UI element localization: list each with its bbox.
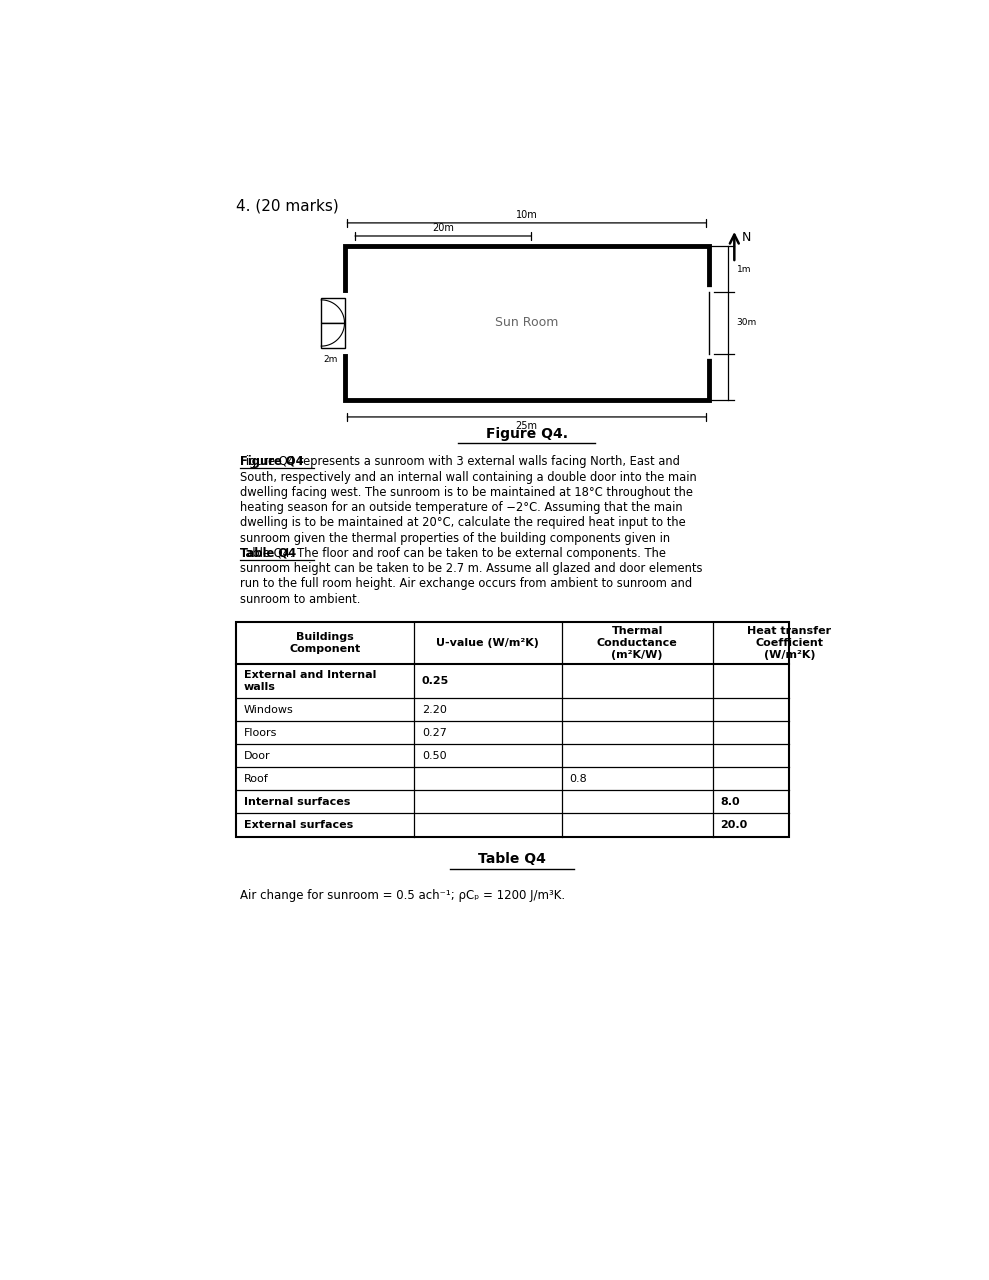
Text: Roof: Roof: [243, 774, 268, 783]
Text: N: N: [742, 230, 751, 243]
Text: 25m: 25m: [515, 421, 538, 431]
Text: Door: Door: [243, 751, 270, 760]
Text: 2m: 2m: [323, 356, 337, 365]
Text: 1m: 1m: [737, 265, 752, 274]
Text: 20.0: 20.0: [720, 820, 748, 829]
Text: South, respectively and an internal wall containing a double door into the main: South, respectively and an internal wall…: [240, 471, 696, 484]
Text: Air change for sunroom = 0.5 ach⁻¹; ρCₚ = 1200 J/m³K.: Air change for sunroom = 0.5 ach⁻¹; ρCₚ …: [240, 888, 565, 902]
Bar: [236, 622, 788, 837]
Text: sunroom to ambient.: sunroom to ambient.: [240, 593, 360, 605]
Text: Buildings
Component: Buildings Component: [290, 632, 361, 654]
Text: Table Q4. The floor and roof can be taken to be external components. The: Table Q4. The floor and roof can be take…: [240, 547, 666, 559]
Bar: [321, 323, 344, 348]
Text: 8.0: 8.0: [720, 797, 740, 806]
Text: U-value (W/m²K): U-value (W/m²K): [436, 637, 539, 648]
Text: External surfaces: External surfaces: [243, 820, 353, 829]
Text: Figure Q4.: Figure Q4.: [486, 428, 568, 440]
Text: Table Q4: Table Q4: [479, 852, 546, 867]
Text: dwelling is to be maintained at 20°C, calculate the required heat input to the: dwelling is to be maintained at 20°C, ca…: [240, 516, 685, 530]
Text: 0.8: 0.8: [570, 774, 587, 783]
Text: Heat transfer
Coefficient
(W/m²K): Heat transfer Coefficient (W/m²K): [748, 626, 832, 660]
Text: Figure Q4 represents a sunroom with 3 external walls facing North, East and: Figure Q4 represents a sunroom with 3 ex…: [240, 456, 679, 468]
Text: 20m: 20m: [432, 223, 454, 233]
Text: Figure Q4: Figure Q4: [240, 456, 304, 468]
Text: Thermal
Conductance
(m²K/W): Thermal Conductance (m²K/W): [596, 626, 677, 660]
Text: 10m: 10m: [515, 210, 537, 220]
Text: Sun Room: Sun Room: [494, 316, 559, 329]
Bar: [344, 246, 709, 399]
Text: Internal surfaces: Internal surfaces: [243, 797, 350, 806]
Text: 30m: 30m: [737, 319, 757, 328]
Bar: [321, 297, 344, 323]
Text: 0.25: 0.25: [422, 676, 449, 686]
Text: run to the full room height. Air exchange occurs from ambient to sunroom and: run to the full room height. Air exchang…: [240, 577, 692, 590]
Text: 2.20: 2.20: [422, 704, 447, 714]
Text: Table Q4: Table Q4: [240, 547, 296, 559]
Text: 0.27: 0.27: [422, 727, 447, 737]
Text: 4. (20 marks): 4. (20 marks): [236, 198, 339, 214]
Text: External and Internal
walls: External and Internal walls: [243, 671, 376, 692]
Text: Windows: Windows: [243, 704, 294, 714]
Text: Floors: Floors: [243, 727, 277, 737]
Text: sunroom given the thermal properties of the building components given in: sunroom given the thermal properties of …: [240, 531, 670, 545]
Text: heating season for an outside temperature of −2°C. Assuming that the main: heating season for an outside temperatur…: [240, 502, 682, 515]
Text: 0.50: 0.50: [422, 751, 447, 760]
Text: sunroom height can be taken to be 2.7 m. Assume all glazed and door elements: sunroom height can be taken to be 2.7 m.…: [240, 562, 702, 575]
Text: dwelling facing west. The sunroom is to be maintained at 18°C throughout the: dwelling facing west. The sunroom is to …: [240, 486, 693, 499]
